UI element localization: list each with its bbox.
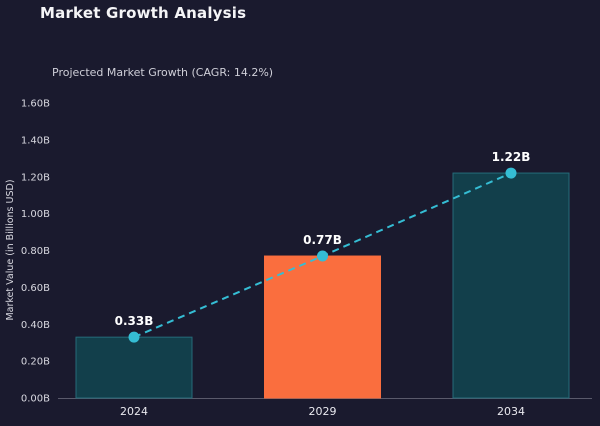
x-tick-label-2034: 2034	[497, 405, 525, 418]
chart-subtitle: Projected Market Growth (CAGR: 14.2%)	[52, 66, 274, 79]
trend-marker-2034	[505, 167, 517, 179]
value-label-2029: 0.77B	[303, 233, 342, 247]
y-tick-label: 1.40B	[21, 135, 50, 146]
y-tick-label: 1.20B	[21, 172, 50, 183]
trend-marker-2024	[128, 331, 140, 343]
bar-2029	[264, 255, 381, 399]
y-tick-label: 0.20B	[21, 357, 50, 368]
y-tick-label: 0.80B	[21, 246, 50, 257]
page-title: Market Growth Analysis	[40, 4, 247, 22]
trend-marker-2029	[317, 250, 328, 262]
value-label-2034: 1.22B	[492, 150, 531, 164]
y-tick-label: 1.00B	[21, 209, 50, 220]
y-tick-label: 1.60B	[21, 99, 50, 110]
x-tick-label-2024: 2024	[120, 405, 148, 418]
value-label-2024: 0.33B	[115, 314, 154, 328]
y-axis-title: Market Value (in Billions USD)	[5, 179, 16, 320]
y-tick-label: 0.60B	[21, 283, 50, 294]
bar-2024	[75, 336, 193, 399]
y-tick-label: 0.00B	[21, 394, 50, 405]
x-tick-label-2029: 2029	[309, 405, 337, 418]
bar-2034	[452, 172, 570, 399]
y-tick-label: 0.40B	[21, 320, 50, 331]
